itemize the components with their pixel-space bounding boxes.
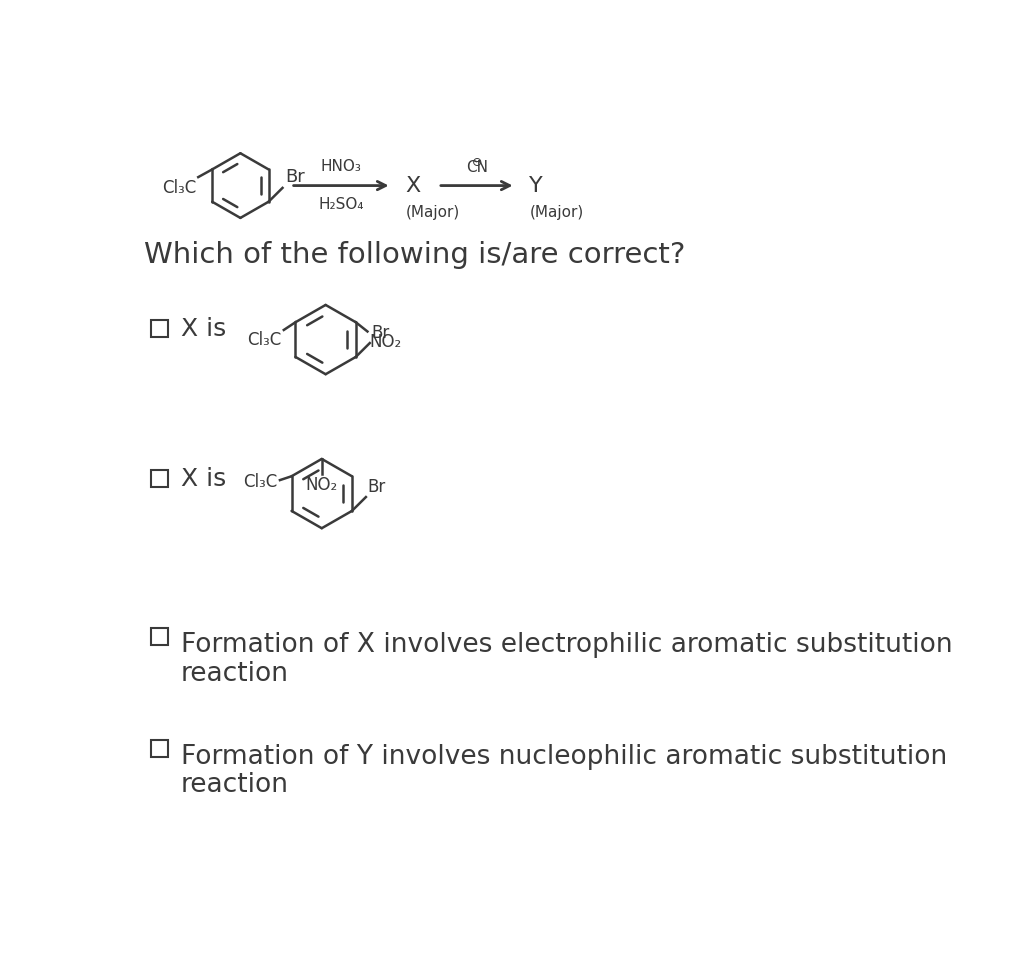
Text: X: X (406, 175, 421, 196)
Text: Br: Br (372, 324, 389, 341)
Text: NO₂: NO₂ (305, 476, 338, 494)
Text: Cl₃C: Cl₃C (247, 331, 282, 350)
Text: (Major): (Major) (529, 204, 584, 220)
Text: reaction: reaction (180, 772, 289, 798)
Text: X is: X is (180, 317, 226, 341)
Text: H₂SO₄: H₂SO₄ (318, 197, 364, 212)
Bar (152, 471, 168, 487)
Text: Cl₃C: Cl₃C (244, 473, 278, 490)
Text: Br: Br (285, 169, 304, 186)
Text: (Major): (Major) (406, 204, 460, 220)
Text: reaction: reaction (180, 661, 289, 687)
Text: ⊖: ⊖ (471, 156, 482, 169)
Text: Formation of Y involves nucleophilic aromatic substitution: Formation of Y involves nucleophilic aro… (180, 744, 947, 769)
Text: HNO₃: HNO₃ (321, 159, 361, 174)
Bar (152, 321, 168, 337)
Text: Cl₃C: Cl₃C (162, 179, 196, 198)
Text: CN: CN (466, 160, 487, 174)
Text: Br: Br (368, 478, 386, 495)
Text: Y: Y (529, 175, 543, 196)
Bar (152, 740, 168, 757)
Text: NO₂: NO₂ (369, 333, 401, 351)
Bar (152, 628, 168, 645)
Text: Which of the following is/are correct?: Which of the following is/are correct? (143, 241, 685, 269)
Text: Formation of X involves electrophilic aromatic substitution: Formation of X involves electrophilic ar… (180, 632, 952, 658)
Text: X is: X is (180, 467, 226, 491)
